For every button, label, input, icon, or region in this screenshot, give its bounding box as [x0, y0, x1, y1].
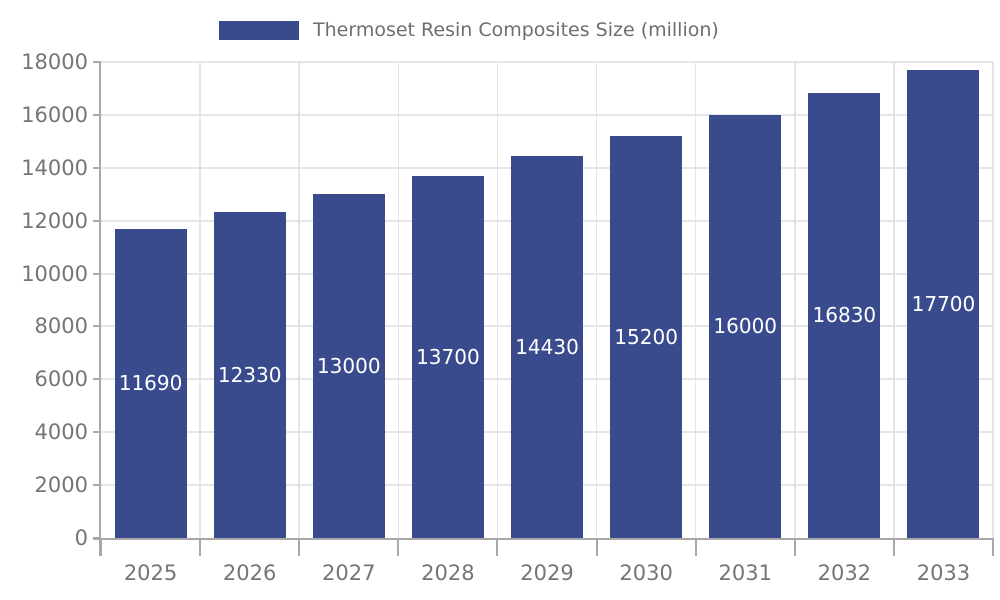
x-tick: [992, 538, 994, 556]
x-tick: [100, 538, 102, 556]
y-tick-label: 10000: [21, 261, 88, 286]
y-tick-label: 2000: [34, 473, 88, 498]
x-tick: [199, 538, 202, 556]
x-tick: [793, 538, 796, 556]
x-tick: [298, 538, 301, 556]
h-gridline: [101, 61, 993, 63]
y-tick: [93, 272, 101, 275]
v-gridline: [298, 62, 300, 538]
bar-value-label: 15200: [614, 325, 678, 349]
v-gridline: [397, 62, 400, 538]
x-tick-label: 2025: [123, 561, 178, 585]
y-tick-label: 0: [74, 526, 88, 550]
x-tick-label: 2027: [322, 561, 376, 585]
bar: 13700: [411, 175, 484, 538]
bar-value-label: 16830: [812, 303, 877, 328]
bar: 11690: [114, 228, 187, 538]
y-tick: [93, 484, 101, 487]
y-tick: [93, 431, 101, 434]
y-tick: [93, 113, 101, 116]
y-tick-label: 14000: [21, 155, 88, 180]
x-tick-label: 2033: [916, 561, 971, 585]
legend[interactable]: Thermoset Resin Composites Size (million…: [219, 16, 719, 44]
bar-value-label: 11690: [118, 371, 183, 396]
y-tick: [93, 219, 101, 222]
y-tick: [93, 325, 101, 328]
x-tick-label: 2029: [520, 561, 574, 585]
x-axis-line: [93, 538, 993, 540]
v-gridline: [694, 62, 697, 538]
y-tick-label: 16000: [21, 102, 88, 127]
x-tick-label: 2026: [222, 561, 277, 585]
x-tick-label: 2028: [421, 561, 475, 585]
bar-value-label: 13000: [316, 354, 381, 379]
bar: 14430: [511, 156, 583, 538]
y-axis-line: [99, 62, 101, 556]
y-tick-label: 4000: [34, 420, 88, 445]
bar: 12330: [213, 211, 286, 538]
v-gridline: [794, 62, 796, 538]
bar-value-label: 16000: [713, 314, 778, 339]
legend-label: Thermoset Resin Composites Size (million…: [313, 19, 719, 41]
x-tick-label: 2032: [817, 561, 872, 585]
legend-swatch: [219, 20, 299, 40]
bar-value-label: 13700: [416, 344, 480, 369]
y-tick: [93, 166, 101, 169]
h-gridline: [101, 113, 993, 116]
bar: 16830: [808, 92, 881, 538]
y-tick: [93, 61, 101, 63]
v-gridline: [992, 62, 994, 538]
y-tick-label: 6000: [34, 367, 88, 392]
v-gridline: [199, 62, 201, 538]
bar: 16000: [709, 114, 782, 538]
x-tick: [892, 538, 895, 556]
v-gridline: [893, 62, 895, 538]
bar: 15200: [610, 136, 683, 538]
bar-value-label: 14430: [515, 335, 579, 360]
x-tick: [496, 538, 499, 556]
bar-value-label: 12330: [217, 362, 282, 387]
y-tick-label: 12000: [21, 208, 88, 233]
x-tick-label: 2030: [619, 561, 673, 585]
v-gridline: [595, 62, 598, 538]
x-tick-label: 2031: [718, 561, 772, 585]
bar: 17700: [907, 69, 980, 538]
x-tick: [595, 538, 598, 556]
bar-value-label: 17700: [911, 291, 976, 316]
y-tick-label: 8000: [34, 314, 88, 339]
y-tick: [93, 378, 101, 381]
x-tick: [397, 538, 400, 556]
v-gridline: [496, 62, 499, 538]
y-tick-label: 18000: [21, 50, 88, 74]
bar: 13000: [312, 194, 385, 538]
x-tick: [694, 538, 697, 556]
